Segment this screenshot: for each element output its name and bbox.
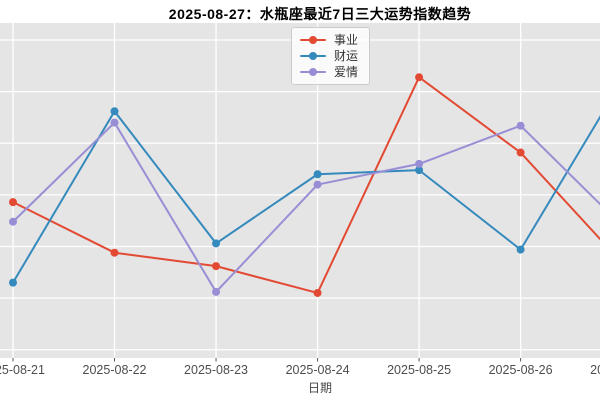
x-tick-label: 2025-08-23 bbox=[184, 363, 248, 377]
career-line-marker-icon bbox=[300, 36, 326, 44]
x-tick-label: 2025-08-25 bbox=[387, 363, 452, 377]
x-tick-label: 2025-08-26 bbox=[488, 363, 553, 377]
x-axis-label: 日期 bbox=[307, 381, 332, 395]
x-tick-label: 2025-08-21 bbox=[0, 363, 45, 377]
love-line-marker-icon bbox=[300, 68, 326, 76]
legend: 事业 财运 爱情 bbox=[291, 27, 371, 85]
x-tick-label: 2025-08-27 bbox=[590, 363, 600, 377]
legend-label-career: 事业 bbox=[334, 33, 359, 47]
legend-item-love: 爱情 bbox=[300, 65, 358, 79]
legend-item-career: 事业 bbox=[300, 33, 358, 47]
legend-label-love: 爱情 bbox=[334, 65, 359, 79]
legend-label-wealth: 财运 bbox=[334, 49, 359, 63]
chart-title: 2025-08-27：水瓶座最近7日三大运势指数趋势 bbox=[168, 6, 472, 22]
x-tick-label: 2025-08-22 bbox=[82, 363, 147, 377]
wealth-line-marker-icon bbox=[300, 52, 326, 60]
legend-item-wealth: 财运 bbox=[300, 49, 358, 63]
x-tick-label: 2025-08-24 bbox=[285, 363, 350, 377]
